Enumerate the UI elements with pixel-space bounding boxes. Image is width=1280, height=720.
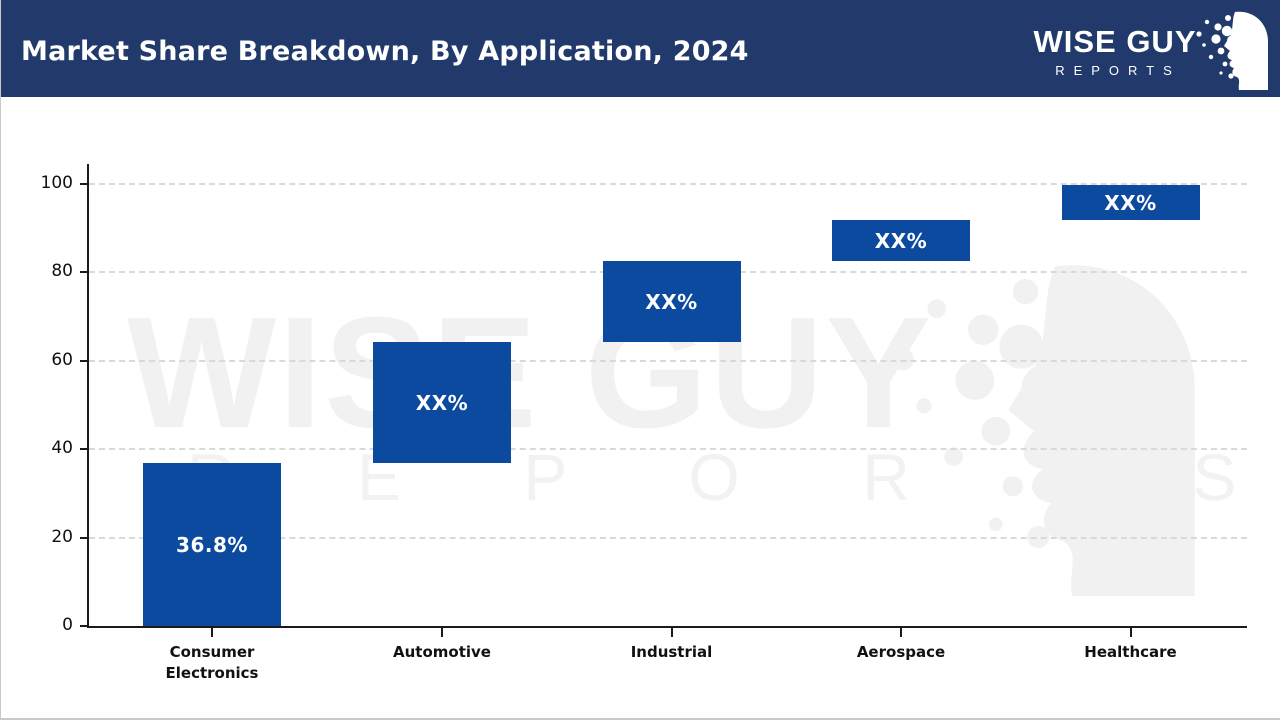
brand-name: WISE GUY	[1033, 24, 1197, 59]
gridline-20	[89, 536, 1247, 539]
bar-value-label: 36.8%	[176, 532, 248, 557]
brand-logo: WISE GUY REPORTS	[1029, 8, 1269, 90]
bar-automotive: XX%	[373, 342, 511, 464]
y-axis-tick-20	[80, 536, 89, 539]
x-tick-label-1: Automotive	[393, 643, 491, 661]
gridline-40	[89, 448, 1247, 451]
y-tick-label-0: 0	[62, 615, 73, 635]
page-title: Market Share Breakdown, By Application, …	[21, 36, 749, 67]
brand-logo-text: WISE GUY REPORTS	[1029, 24, 1201, 78]
gridline-100	[89, 183, 1247, 185]
bar-healthcare: XX%	[1061, 184, 1200, 221]
y-axis-tick-40	[80, 448, 89, 451]
y-axis-tick-0	[80, 625, 89, 627]
bar-consumer-electronics: 36.8%	[143, 463, 281, 626]
x-axis-tick-4	[1129, 628, 1132, 637]
bar-aerospace: XX%	[832, 220, 970, 261]
x-axis-tick-2	[670, 628, 673, 637]
x-axis-tick-3	[900, 628, 902, 637]
y-tick-label-60: 60	[51, 349, 73, 370]
x-tick-label-0: Consumer Electronics	[165, 643, 259, 682]
watermark-brand-text: WISE GUY	[127, 285, 934, 461]
y-tick-label-100: 100	[40, 173, 73, 193]
watermark-reports-text: R E P O R T S	[187, 440, 1280, 514]
x-axis-tick-1	[441, 628, 443, 637]
y-axis-tick-60	[80, 359, 89, 362]
bar-value-label: XX%	[1104, 190, 1157, 215]
watermark-head-profile-icon	[891, 265, 1195, 597]
gridline-60	[89, 359, 1247, 362]
y-tick-label-20: 20	[51, 526, 73, 547]
x-tick-label-2: Industrial	[630, 643, 713, 661]
bar-industrial: XX%	[602, 260, 741, 343]
y-axis-tick-100	[80, 183, 89, 185]
y-tick-label-40: 40	[51, 438, 73, 459]
x-tick-label-3: Aerospace	[856, 643, 946, 661]
head-profile-logo-icon	[1196, 11, 1268, 90]
header-bar: Market Share Breakdown, By Application, …	[1, 0, 1280, 97]
brand-subtitle: REPORTS	[1055, 63, 1181, 78]
x-axis-tick-0	[211, 628, 213, 637]
chart-area: WISE GUY R E P O R T S 0 20 40 60 80 100 36.8%…	[1, 97, 1280, 718]
bar-value-label: XX%	[415, 390, 469, 415]
x-axis-line	[87, 626, 1247, 628]
y-axis-tick-80	[80, 271, 89, 274]
x-tick-label-4: Healthcare	[1084, 643, 1177, 661]
y-tick-label-80: 80	[51, 261, 73, 282]
y-axis-line	[87, 164, 89, 628]
bar-value-label: XX%	[874, 228, 928, 253]
bar-value-label: XX%	[645, 289, 698, 314]
